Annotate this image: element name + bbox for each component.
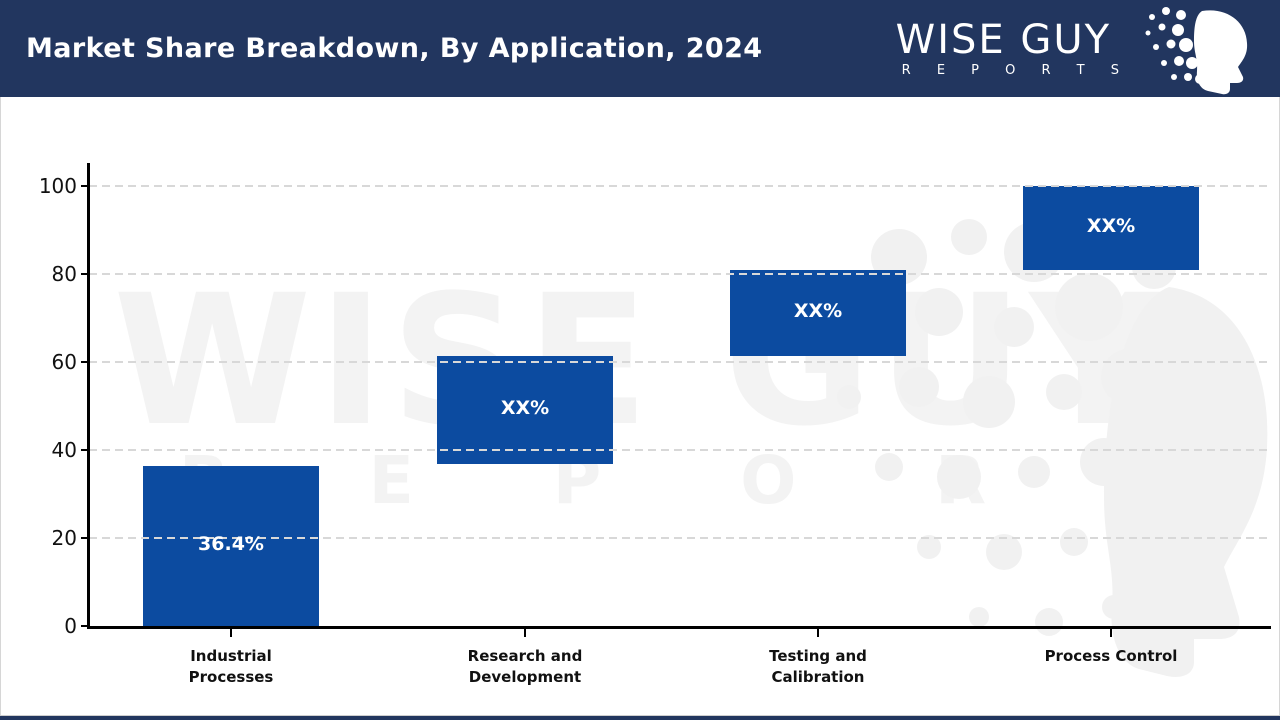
logo-text: WISE GUY R E P O R T S — [896, 20, 1130, 77]
x-category-label-line: Process Control — [1044, 647, 1178, 665]
y-gridline — [89, 537, 1271, 539]
x-axis-line — [87, 626, 1271, 629]
y-tick — [81, 273, 89, 275]
x-category-label-line: Testing and — [769, 647, 867, 665]
y-gridline — [89, 449, 1271, 451]
bar-value-label: XX% — [793, 299, 843, 322]
x-category-label-line: Industrial — [190, 647, 272, 665]
y-gridline — [89, 185, 1271, 187]
y-tick-label: 40 — [51, 438, 77, 462]
bar-value-label: XX% — [500, 396, 550, 419]
bars-layer — [1, 97, 1279, 715]
footer-bar — [0, 716, 1280, 720]
logo-subtitle: R E P O R T S — [901, 63, 1130, 78]
y-tick-label: 100 — [38, 174, 77, 198]
x-category-label-line: Development — [468, 668, 582, 686]
x-tick — [1110, 629, 1112, 637]
x-category-label: Testing and Calibration — [703, 646, 933, 688]
bar-value-label: XX% — [1086, 215, 1136, 238]
x-category-label-line: Calibration — [771, 668, 865, 686]
x-category-label-line: Processes — [188, 668, 274, 686]
y-tick-label: 20 — [51, 526, 77, 550]
y-tick — [81, 537, 89, 539]
y-axis-line — [87, 163, 90, 629]
x-category-label-line: Research and — [467, 647, 583, 665]
x-category-label: Process Control — [996, 646, 1226, 667]
bar-segment — [143, 465, 319, 626]
y-tick-label: 0 — [64, 614, 77, 638]
header: Market Share Breakdown, By Application, … — [0, 0, 1280, 97]
y-tick — [81, 185, 89, 187]
x-category-label: Research and Development — [410, 646, 640, 688]
footer-hairline — [0, 715, 1280, 716]
bar-segment — [437, 355, 613, 465]
logo: WISE GUY R E P O R T S — [896, 3, 1254, 95]
bar-segment — [1023, 186, 1199, 271]
y-tick — [81, 449, 89, 451]
logo-head-icon — [1145, 6, 1248, 94]
y-tick — [81, 361, 89, 363]
bar-segment — [730, 270, 906, 356]
x-tick — [817, 629, 819, 637]
page-title: Market Share Breakdown, By Application, … — [26, 33, 763, 64]
chart-area: WISE GUY R E P O R T S 02040608010036.4%… — [0, 97, 1280, 715]
y-tick — [81, 625, 89, 627]
x-tick — [524, 629, 526, 637]
y-tick-label: 80 — [51, 262, 77, 286]
axis-layer — [1, 97, 1279, 715]
logo-wordmark: WISE GUY — [895, 17, 1112, 63]
y-gridline — [89, 273, 1271, 275]
y-gridline — [89, 361, 1271, 363]
x-tick — [230, 629, 232, 637]
bar-value-label: 36.4% — [198, 532, 264, 555]
labels-layer: 0 20 40 60 80 100 36.4% Industrial Processes XX% R… — [1, 97, 1279, 715]
grid-layer — [1, 97, 1279, 715]
x-category-label: Industrial Processes — [116, 646, 346, 688]
y-tick-label: 60 — [51, 350, 77, 374]
